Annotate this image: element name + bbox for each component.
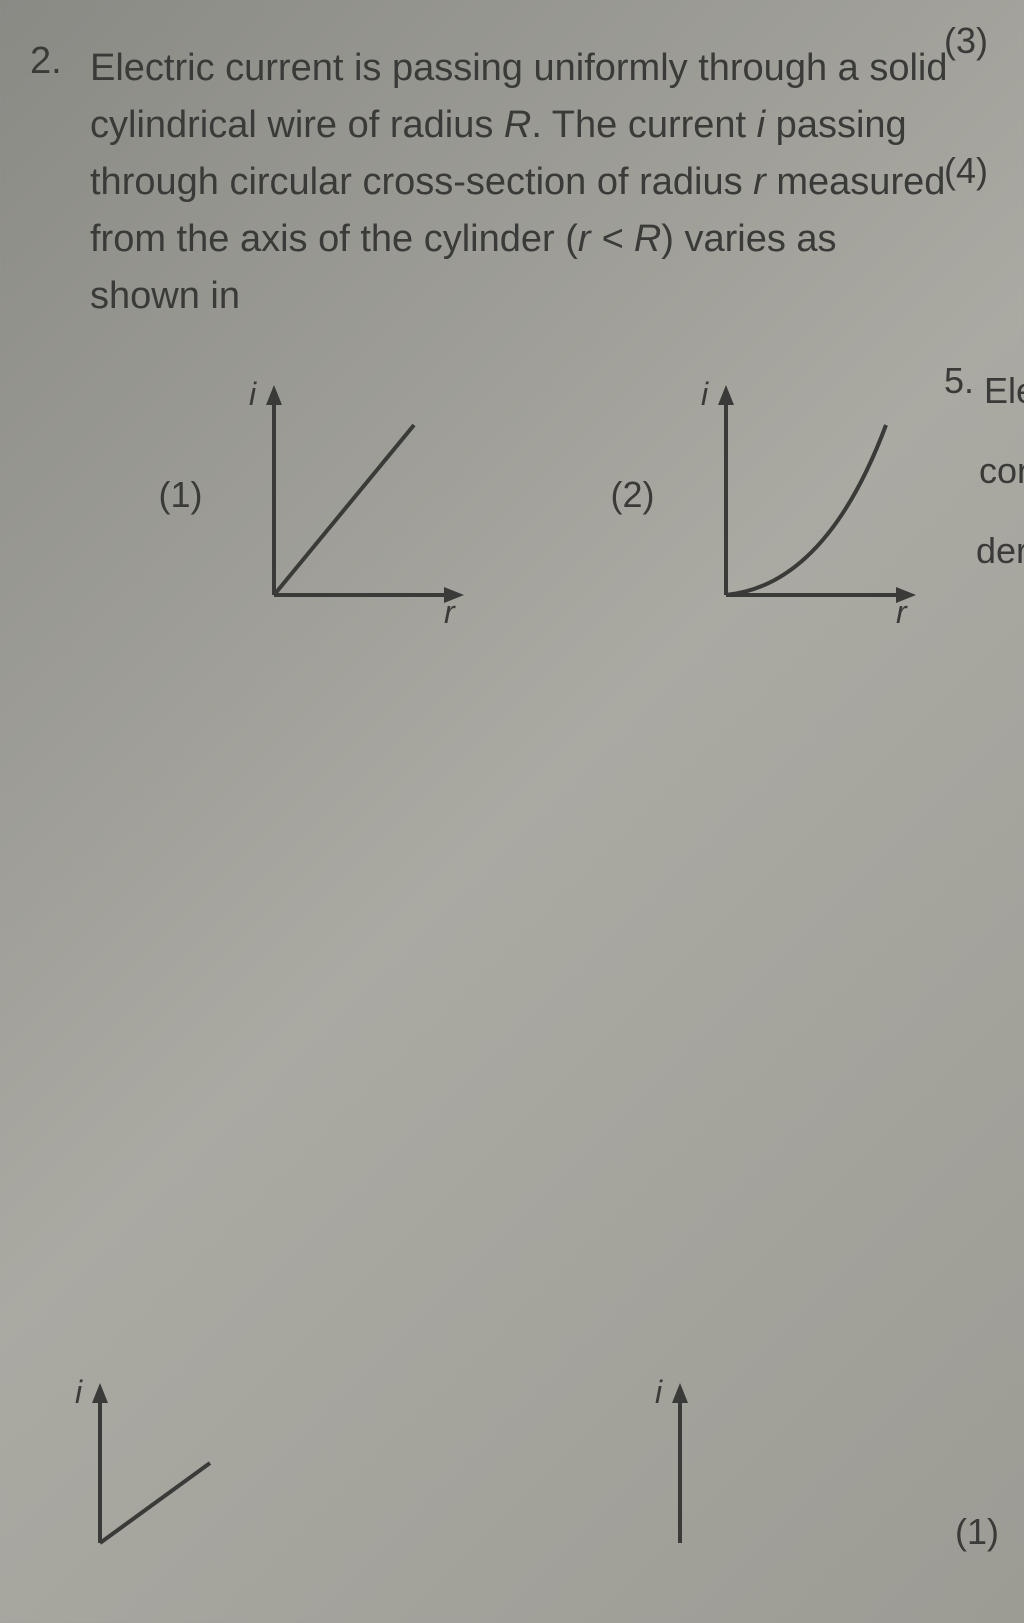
right-margin-column: (3) (4) 5. Ele cor der: [934, 0, 1024, 1623]
bottom-graph-left: i: [60, 1363, 240, 1563]
bottom-graphs-row: i i: [60, 1363, 820, 1563]
graph-option-2: (2) i r: [611, 365, 926, 625]
q-line2-p1: cylindrical wire of radius: [90, 104, 504, 146]
q-line4-p2: ) varies as: [661, 218, 836, 260]
graph-2: i r: [686, 365, 926, 625]
graph-option-1: (1) i r: [159, 365, 474, 625]
q-line4-p1: from the axis of the cylinder (: [90, 218, 578, 260]
question-number: 2.: [30, 40, 90, 325]
y-axis-label-br: i: [655, 1374, 663, 1410]
x-axis-label-2: r: [896, 594, 908, 625]
right-item-4: (4): [944, 150, 988, 192]
q-line5: shown in: [90, 275, 240, 317]
option-1-label: (1): [159, 474, 219, 516]
right-item-3: (3): [944, 20, 988, 62]
graph-1: i r: [234, 365, 474, 625]
right-item-5: 5.: [944, 360, 974, 402]
q-line2-p2: . The current: [531, 104, 756, 146]
y-axis-label-bl: i: [75, 1374, 83, 1410]
x-axis-label-1: r: [444, 594, 456, 625]
q-line3-p1: through circular cross-section of radius: [90, 161, 753, 203]
option-2-label: (2): [611, 474, 671, 516]
y-axis-label-1: i: [249, 376, 257, 412]
question-block: 2. Electric current is passing uniformly…: [30, 40, 994, 325]
question-text: Electric current is passing uniformly th…: [90, 40, 994, 325]
bottom-graph-right: i: [640, 1363, 820, 1563]
q-line1: Electric current is passing uniformly th…: [90, 47, 948, 89]
y-axis-label-2: i: [701, 376, 709, 412]
bottom-right-option: (1): [955, 1511, 999, 1553]
q-line2-p3: passing: [765, 104, 907, 146]
q-current-i: i: [757, 104, 765, 146]
right-item-cor: cor: [979, 450, 1024, 492]
q-condition: r < R: [578, 218, 661, 260]
right-item-der: der: [976, 530, 1024, 572]
q-line3-p2: measured: [766, 161, 946, 203]
right-item-ele: Ele: [984, 370, 1024, 412]
graphs-row: (1) i r (2): [90, 365, 994, 625]
q-radius-R: R: [504, 104, 531, 146]
q-radius-r: r: [753, 161, 766, 203]
